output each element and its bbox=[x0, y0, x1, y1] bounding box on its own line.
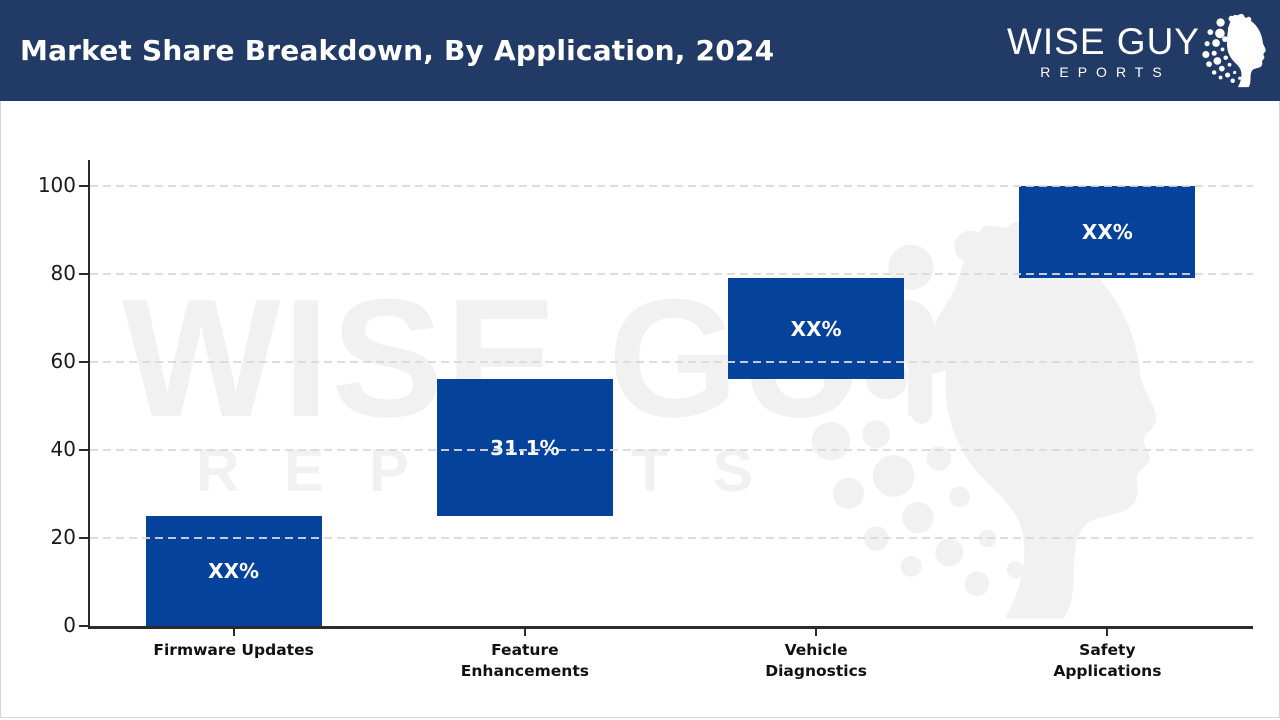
wiseguy-head-icon bbox=[1202, 13, 1266, 88]
bar-feature-enhancements: 31.1% bbox=[436, 379, 613, 516]
x-axis-line bbox=[88, 626, 1253, 629]
y-tick-40 bbox=[79, 449, 88, 451]
bar-value-label: XX% bbox=[208, 559, 260, 583]
x-tick-vehicle-diagnostics bbox=[815, 629, 818, 636]
bar-value-label: 31.1% bbox=[490, 435, 560, 460]
y-tick-label-100: 100 bbox=[37, 173, 76, 197]
gridline-60 bbox=[90, 361, 1253, 363]
gridline-20 bbox=[90, 537, 1253, 539]
x-label-vehicle-diagnostics: Vehicle Diagnostics bbox=[765, 641, 868, 680]
x-tick-safety-applications bbox=[1106, 629, 1109, 636]
header-bar: Market Share Breakdown, By Application, … bbox=[0, 0, 1280, 101]
bar-safety-applications: XX% bbox=[1019, 186, 1196, 278]
y-tick-0 bbox=[79, 625, 88, 627]
y-axis-line bbox=[88, 160, 90, 629]
bar-value-label: XX% bbox=[790, 316, 842, 341]
y-tick-60 bbox=[79, 361, 88, 363]
y-tick-label-60: 60 bbox=[50, 349, 76, 373]
gridline-80 bbox=[90, 273, 1253, 275]
y-tick-label-40: 40 bbox=[50, 437, 76, 461]
y-tick-label-80: 80 bbox=[50, 261, 76, 285]
x-label-safety-applications: Safety Applications bbox=[1053, 641, 1162, 680]
x-label-firmware-updates: Firmware Updates bbox=[153, 641, 314, 659]
gridline-100 bbox=[90, 185, 1253, 187]
x-label-feature-enhancements: Feature Enhancements bbox=[460, 641, 589, 680]
y-tick-label-20: 20 bbox=[50, 525, 76, 549]
y-tick-80 bbox=[79, 273, 88, 275]
y-tick-label-0: 0 bbox=[63, 613, 76, 637]
y-tick-20 bbox=[79, 537, 88, 539]
x-tick-firmware-updates bbox=[232, 629, 235, 636]
gridline-40 bbox=[90, 449, 1253, 451]
brand-logo-text: WISE GUY REPORTS bbox=[1006, 21, 1200, 81]
bar-firmware-updates: XX% bbox=[145, 516, 322, 626]
page-title: Market Share Breakdown, By Application, … bbox=[20, 34, 775, 67]
brand-subtitle: REPORTS bbox=[1040, 64, 1171, 80]
x-tick-feature-enhancements bbox=[523, 629, 526, 636]
y-tick-100 bbox=[79, 185, 88, 187]
brand-name: WISE GUY bbox=[1006, 21, 1200, 62]
brand-logo: WISE GUY REPORTS bbox=[1007, 6, 1266, 96]
bar-value-label: XX% bbox=[1081, 219, 1133, 244]
bar-vehicle-diagnostics: XX% bbox=[728, 277, 905, 380]
